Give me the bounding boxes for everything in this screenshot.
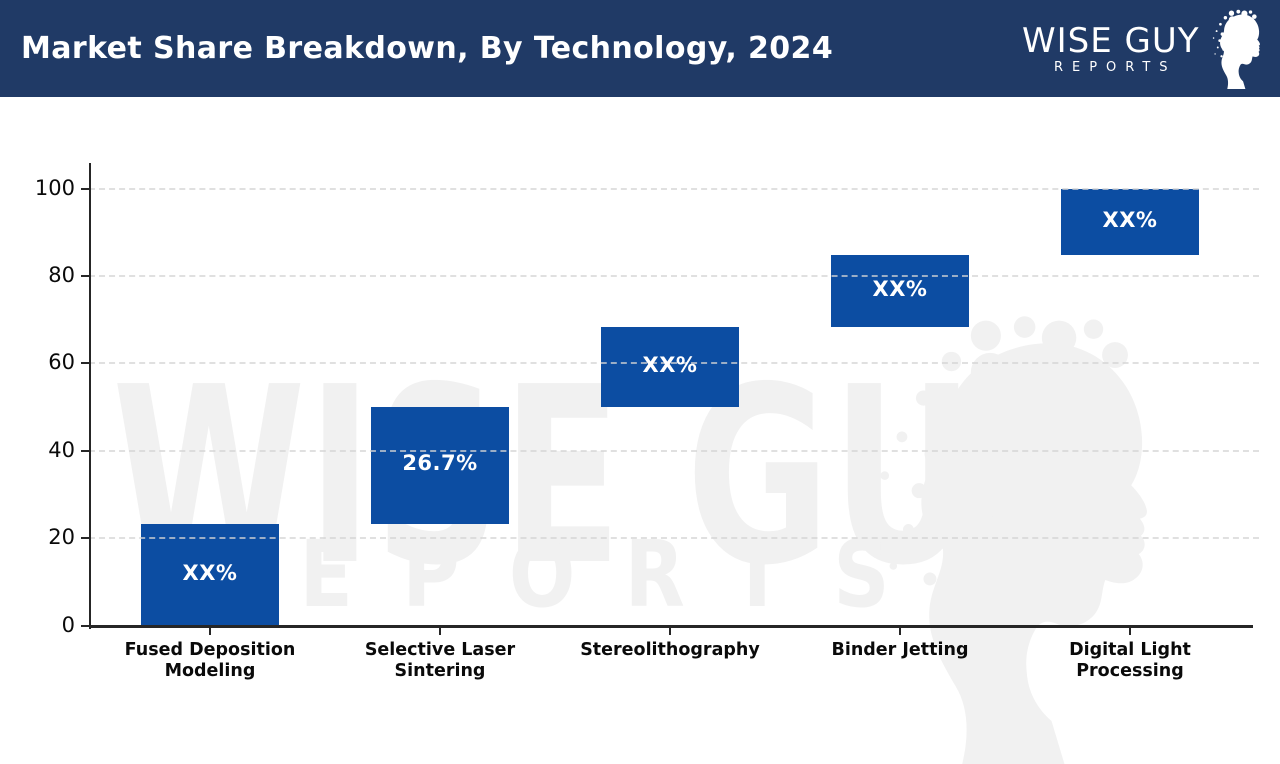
bar-value-label: XX% (642, 353, 698, 378)
y-tick-mark (81, 624, 89, 627)
gridline-80 (89, 275, 1259, 278)
header-bar: Market Share Breakdown, By Technology, 2… (0, 0, 1280, 97)
bar-value-label: XX% (1102, 207, 1158, 232)
logo-wordmark: WISE GUY (1022, 21, 1200, 61)
bar-value-label: XX% (182, 560, 238, 585)
x-tick-mark (439, 627, 441, 635)
x-category-label: Binder Jetting (760, 640, 1040, 662)
y-tick-label: 20 (48, 525, 75, 550)
bar-4 (831, 255, 969, 328)
y-tick-label: 80 (48, 263, 75, 288)
y-tick-label: 40 (48, 437, 75, 462)
bar-value-label: 26.7% (402, 451, 478, 476)
y-tick-label: 60 (48, 350, 75, 375)
x-category-label-line: Sintering (394, 661, 486, 682)
x-category-label-line: Processing (1076, 661, 1184, 682)
chart-title: Market Share Breakdown, By Technology, 2… (21, 31, 834, 66)
x-tick-mark (899, 627, 901, 635)
bar-1 (141, 523, 279, 626)
y-tick-mark (81, 537, 89, 540)
bar-2 (371, 407, 509, 524)
x-category-label-line: Fused Deposition (124, 639, 296, 660)
y-tick-mark (81, 362, 89, 365)
y-tick-label: 100 (34, 175, 75, 200)
gridline-40 (89, 449, 1259, 452)
x-category-label: Digital Light Processing (990, 640, 1270, 684)
logo-text: WISE GUY REPORTS (1022, 24, 1200, 74)
x-category-label: Selective Laser Sintering (300, 640, 580, 684)
bar-value-label: XX% (872, 277, 928, 302)
bar-5 (1061, 188, 1199, 256)
x-axis (89, 624, 1253, 628)
logo-reports-text: REPORTS (1053, 60, 1177, 75)
y-tick-mark (81, 187, 89, 190)
x-category-label-line: Stereolithography (580, 639, 760, 660)
gridline-60 (89, 362, 1259, 365)
y-tick-mark (81, 449, 89, 452)
wise-guy-reports-logo: WISE GUY REPORTS (1022, 6, 1272, 92)
y-tick-label: 0 (61, 612, 75, 637)
x-category-label: Fused Deposition Modeling (70, 640, 350, 684)
x-category-label-line: Binder Jetting (831, 639, 969, 660)
y-tick-mark (81, 275, 89, 278)
gridline-20 (89, 537, 1259, 540)
x-category-label-line: Selective Laser (364, 639, 516, 660)
y-axis (89, 163, 91, 629)
gridline-100 (89, 187, 1259, 190)
x-category-label: Stereolithography (530, 640, 810, 662)
x-tick-mark (669, 627, 671, 635)
logo-head-icon (1212, 9, 1260, 89)
plot-area: 0 20 40 60 80 100 XX% Fused Deposition Modeling 2… (34, 163, 1270, 684)
x-tick-mark (1129, 627, 1131, 635)
x-category-label-line: Digital Light (1069, 639, 1191, 660)
bar-3 (601, 327, 739, 408)
x-category-label-line: Modeling (164, 661, 256, 682)
x-tick-mark (209, 627, 211, 635)
watermark-reports-text: REPORTS (190, 521, 939, 628)
